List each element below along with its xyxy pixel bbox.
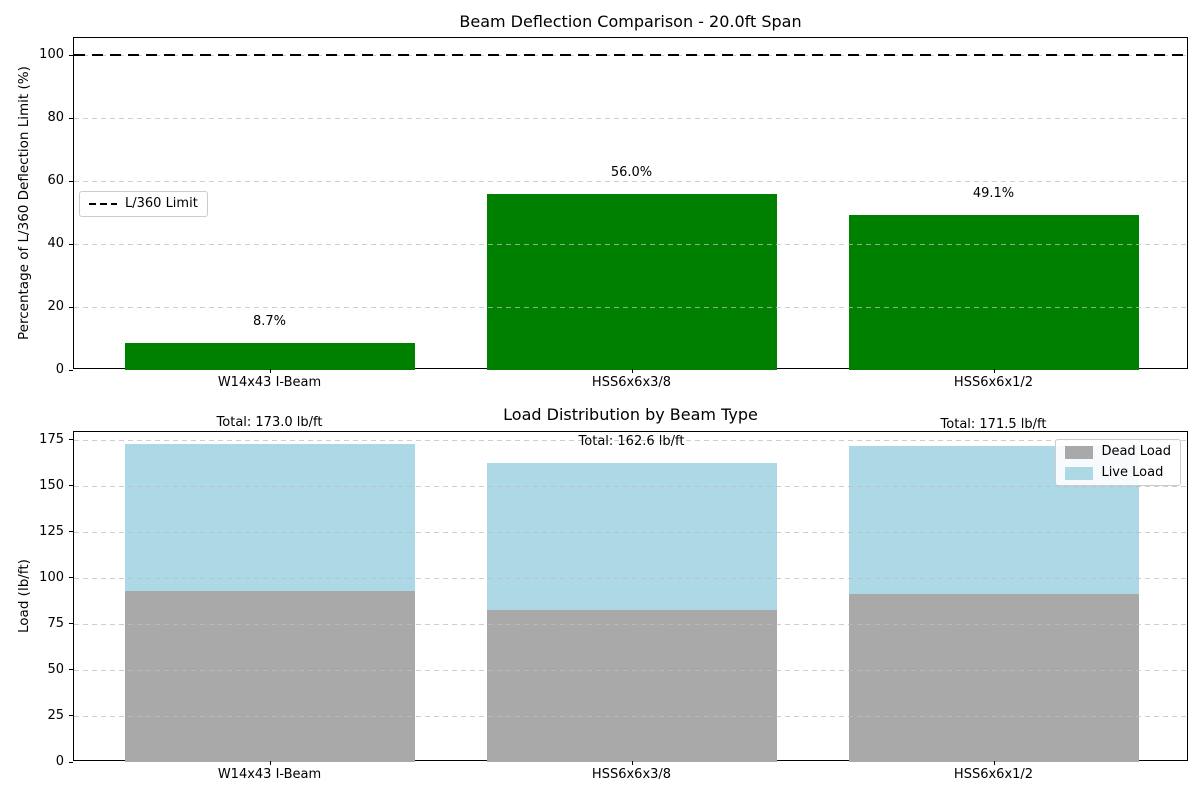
y-tick-mark [69, 669, 73, 671]
y-tick-label: 25 [47, 707, 64, 723]
y-tick-label: 100 [39, 569, 64, 585]
y-gridline [74, 118, 1187, 120]
x-tick-label: HSS6x6x1/2 [953, 375, 1034, 390]
legend-box: L/360 Limit [79, 191, 208, 217]
y-tick-mark [69, 306, 73, 308]
deflection-bar [486, 193, 777, 370]
deflection-bar [124, 342, 415, 370]
legend-entry: Live Load [1065, 465, 1171, 481]
x-tick-label: W14x43 I-Beam [217, 375, 322, 390]
bar-value-label: 49.1% [972, 186, 1015, 202]
x-tick-label: HSS6x6x3/8 [591, 767, 672, 782]
x-tick-mark [631, 369, 633, 373]
total-load-label: Total: 173.0 lb/ft [216, 414, 323, 430]
legend-box: Dead Load Live Load [1055, 439, 1181, 486]
y-tick-label: 175 [39, 431, 64, 447]
x-tick-label: HSS6x6x1/2 [953, 767, 1034, 782]
y-gridline [74, 181, 1187, 183]
y-tick-label: 0 [55, 362, 64, 377]
deflection-limit-line [74, 54, 1187, 57]
total-load-label: Total: 171.5 lb/ft [940, 417, 1047, 433]
y-tick-mark [69, 117, 73, 119]
x-tick-mark [993, 369, 995, 373]
y-tick-label: 20 [47, 299, 64, 315]
color-patch-icon [1065, 466, 1094, 480]
y-tick-mark [69, 54, 73, 56]
x-tick-mark [993, 761, 995, 765]
color-patch-icon [1065, 445, 1094, 459]
y-tick-label: 50 [47, 661, 64, 677]
deflection-plot-area: 0 20 40 60 80 100 W14x43 I-Beam HSS6x6x3/8 HSS6x… [39, 37, 1188, 390]
y-tick-mark [69, 369, 73, 371]
y-tick-mark [69, 715, 73, 717]
y-tick-mark [69, 623, 73, 625]
bar-value-label: 8.7% [252, 313, 287, 329]
y-tick-label: 100 [39, 47, 64, 63]
deflection-chart-title: Beam Deflection Comparison - 20.0ft Span [459, 12, 802, 31]
y-tick-mark [69, 531, 73, 533]
y-gridline [74, 669, 1187, 671]
legend-label: Live Load [1101, 465, 1164, 480]
y-tick-label: 75 [47, 615, 64, 631]
legend-label: L/360 Limit [125, 196, 198, 211]
total-load-label: Total: 162.6 lb/ft [578, 433, 685, 449]
x-tick-label: W14x43 I-Beam [217, 767, 322, 782]
y-tick-label: 60 [47, 173, 64, 189]
y-gridline [74, 577, 1187, 579]
stacked-bar-segment-live-load [486, 462, 777, 610]
load-plot-area: 0 25 50 75 100 125 150 175 W14x43 I-Beam HSS6x6x3… [39, 416, 1188, 782]
y-gridline [74, 715, 1187, 717]
y-gridline [74, 244, 1187, 246]
y-tick-mark [69, 180, 73, 182]
y-tick-mark [69, 243, 73, 245]
y-tick-mark [69, 761, 73, 763]
legend-entry: L/360 Limit [89, 196, 198, 212]
legend-entry: Dead Load [1065, 444, 1171, 460]
y-gridline [74, 623, 1187, 625]
y-gridline [74, 531, 1187, 533]
stacked-bar-segment-live-load [124, 443, 415, 591]
y-tick-mark [69, 577, 73, 579]
deflection-y-axis-label: Percentage of L/360 Deflection Limit (%) [16, 66, 32, 340]
y-tick-label: 125 [39, 523, 64, 539]
y-gridline [74, 439, 1187, 441]
y-tick-label: 40 [47, 236, 64, 252]
y-tick-label: 80 [47, 110, 64, 126]
stacked-bar-segment-dead-load [124, 590, 415, 762]
load-chart-title: Load Distribution by Beam Type [503, 405, 758, 424]
stacked-bar-segment-dead-load [486, 609, 777, 762]
y-tick-label: 0 [55, 754, 64, 769]
x-tick-label: HSS6x6x3/8 [591, 375, 672, 390]
y-gridline [74, 307, 1187, 309]
y-tick-mark [69, 439, 73, 441]
x-tick-mark [269, 369, 271, 373]
x-tick-mark [631, 761, 633, 765]
deflection-bar [848, 215, 1139, 370]
bar-value-label: 56.0% [610, 164, 653, 180]
y-gridline [74, 485, 1187, 487]
x-tick-mark [269, 761, 271, 765]
y-tick-label: 150 [39, 477, 64, 493]
stacked-bar-segment-dead-load [848, 593, 1139, 762]
dashed-line-swatch-icon [89, 203, 117, 205]
y-tick-mark [69, 485, 73, 487]
legend-label: Dead Load [1101, 444, 1171, 459]
